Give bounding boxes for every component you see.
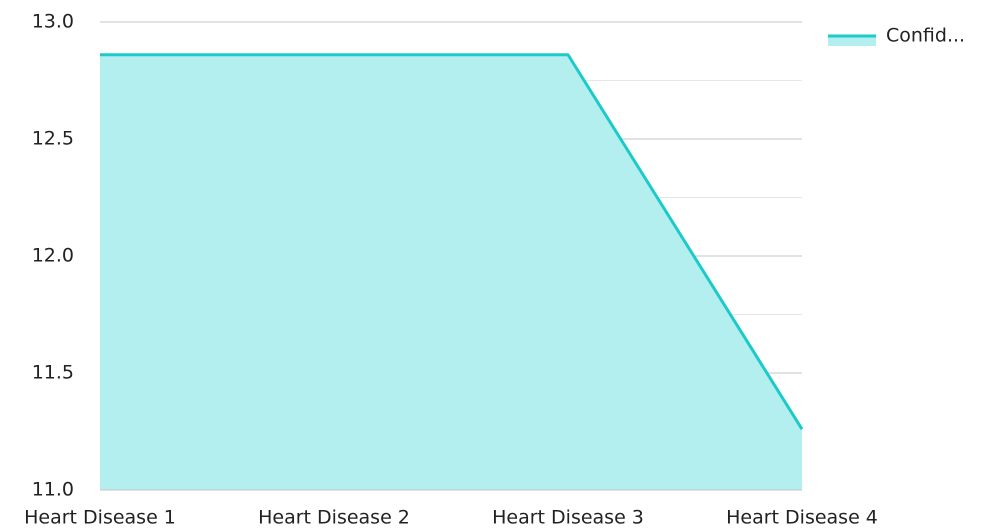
y-tick-label: 12.0 — [32, 245, 74, 267]
x-tick-label: Heart Disease 4 — [726, 507, 878, 529]
y-tick-label: 11.5 — [32, 362, 74, 384]
y-tick-label: 13.0 — [32, 11, 74, 33]
y-tick-label: 12.5 — [32, 128, 74, 150]
x-tick-label: Heart Disease 1 — [24, 507, 176, 529]
area-fill — [100, 54, 802, 490]
y-tick-label: 11.0 — [32, 479, 74, 501]
x-tick-label: Heart Disease 3 — [492, 507, 644, 529]
area-line — [100, 53, 804, 430]
legend-swatch-fill — [828, 36, 876, 46]
x-tick-label: Heart Disease 2 — [258, 507, 410, 529]
legend-label: Confid... — [886, 25, 965, 47]
